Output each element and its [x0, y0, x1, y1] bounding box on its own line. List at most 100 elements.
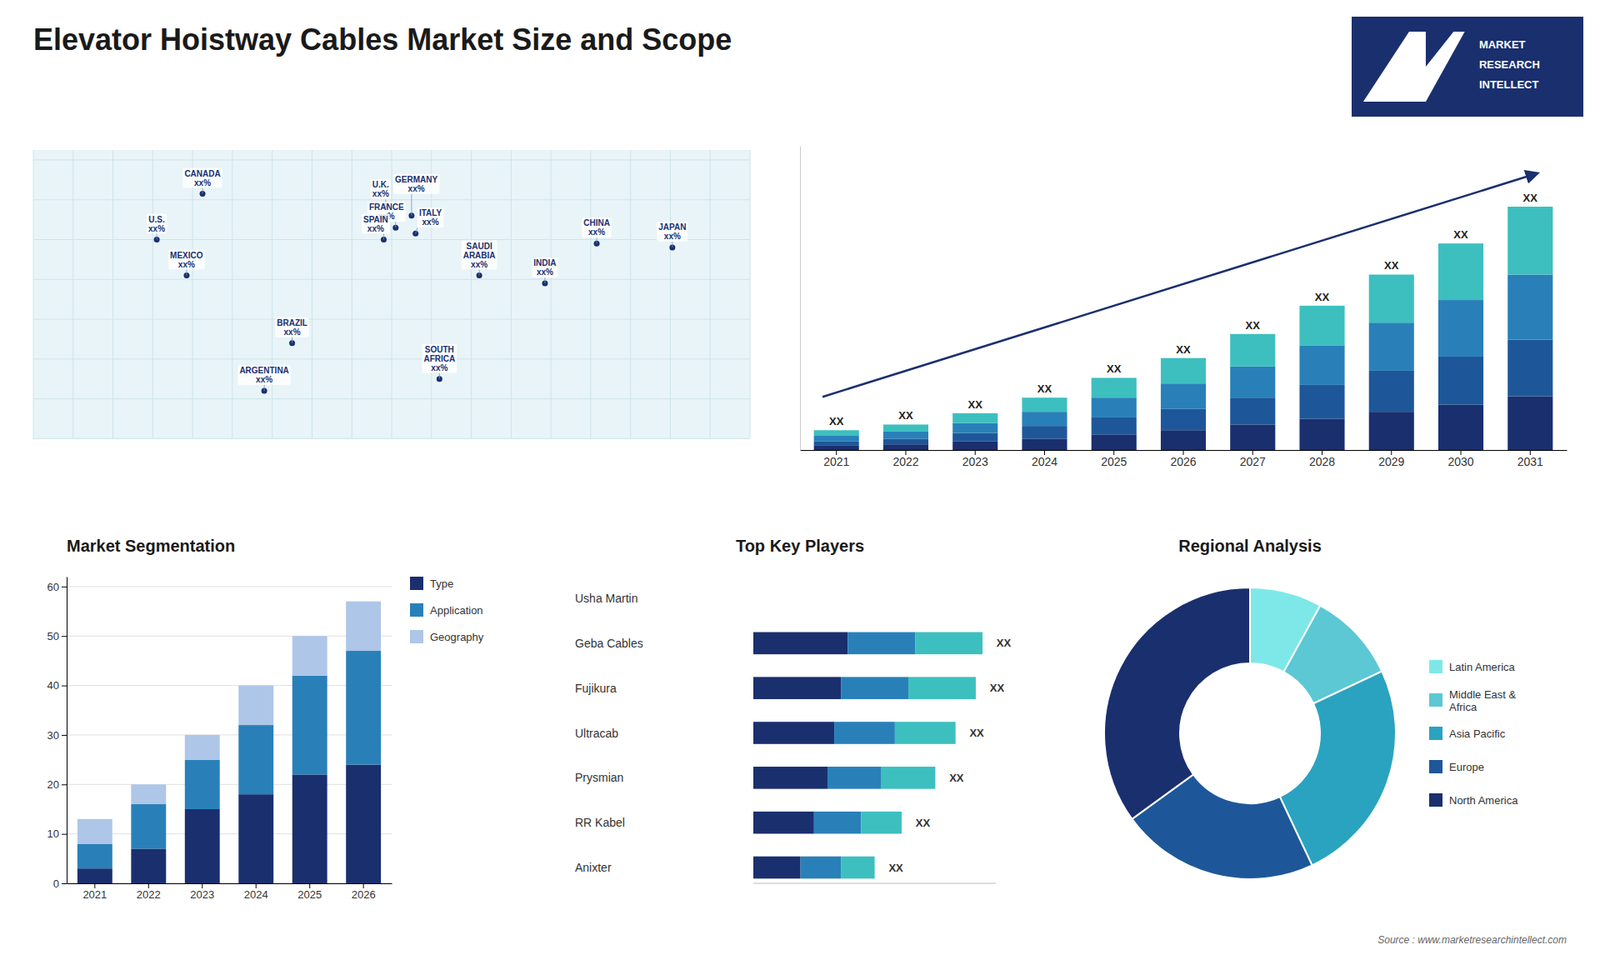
graticule-line	[351, 150, 353, 439]
legend-label: Application	[430, 604, 484, 617]
tick-label: 2021	[823, 455, 850, 469]
bar-chart: 2021202220232024202520260102030405060Mar…	[47, 536, 393, 901]
bar-segment	[1438, 300, 1484, 357]
logo-text: RESEARCH	[1479, 58, 1540, 71]
bar-segment	[1021, 425, 1067, 439]
text-line: xx%	[664, 231, 681, 241]
map-ocean	[33, 150, 750, 439]
tick: 2027	[1240, 450, 1266, 469]
tick: 30	[47, 729, 67, 742]
text-line: MEXICO	[170, 250, 204, 260]
map-label-bg	[361, 214, 390, 235]
bar-segment	[1021, 438, 1067, 450]
text-line: Europe	[1449, 760, 1485, 774]
bar-segment	[753, 587, 755, 610]
text-line: INDIA	[533, 258, 556, 268]
bar-segment	[292, 635, 328, 675]
grid-line	[66, 635, 392, 637]
bar-segment	[1507, 395, 1553, 450]
x-axis: 2021202220232024202520262027202820292030…	[800, 450, 1568, 469]
map-label-text: U.K.xx%	[372, 180, 390, 199]
bar-segment	[753, 721, 835, 745]
bar-segment	[185, 760, 220, 810]
bar-segment	[1299, 385, 1345, 420]
tick-label: 2022	[136, 888, 161, 901]
logo-shape	[1363, 31, 1465, 102]
tick: 2030	[1447, 450, 1474, 469]
bar-segment	[1230, 397, 1275, 425]
axis-line	[67, 883, 393, 885]
text-line: JAPAN	[658, 222, 686, 232]
text-line: ITALY	[419, 208, 443, 218]
map-label-text: INDIAxx%	[533, 258, 556, 277]
logo-bg	[1351, 16, 1584, 117]
map-label-text: ARGENTINAxx%	[239, 365, 289, 385]
bar-segment	[238, 725, 274, 795]
tick: 2029	[1378, 450, 1405, 469]
text-line: Africa	[1449, 700, 1478, 713]
leader-line	[291, 337, 293, 344]
leader-line	[202, 188, 204, 195]
tick: 2021	[823, 450, 850, 469]
text-line: ARGENTINA	[239, 365, 289, 375]
data-label: XX	[915, 816, 931, 830]
tick-label: 2023	[190, 888, 215, 901]
map-label-bg	[656, 221, 688, 242]
tick-label: 2024	[244, 888, 269, 901]
legend-label: North America	[1449, 794, 1519, 807]
map-label: ITALYxx%	[417, 207, 445, 228]
bar-segment	[840, 676, 909, 700]
bar-segment	[814, 811, 862, 835]
bar-segment	[1369, 370, 1415, 412]
tick-label: 2026	[1170, 455, 1196, 469]
trend-arrow	[822, 173, 1538, 397]
tick-label: 2031	[1517, 455, 1544, 469]
graticule-line	[750, 150, 751, 439]
tick: 20	[47, 778, 67, 791]
map-label: INDIAxx%	[531, 257, 558, 278]
text-line: GERMANY	[395, 175, 438, 185]
tick-label: 2022	[892, 455, 919, 469]
logo: MARKETRESEARCHINTELLECT	[1351, 16, 1584, 117]
data-label: XX	[1453, 228, 1469, 241]
tick-mark	[61, 834, 67, 835]
map-label: U.K.xx%	[370, 179, 391, 200]
map-label-bg	[531, 257, 558, 278]
legend-swatch	[1429, 660, 1443, 674]
bar-segment	[952, 441, 998, 450]
text-line: xx%	[430, 363, 448, 373]
tick-mark	[94, 883, 95, 889]
bar-segment	[952, 433, 998, 442]
bar-segment	[1507, 340, 1553, 397]
bar-segment	[1299, 419, 1345, 450]
map-label-text: ITALYxx%	[419, 208, 443, 227]
bars	[753, 632, 983, 880]
text-line: Middle East &	[1449, 687, 1517, 700]
bar-segment	[1369, 322, 1415, 371]
legend-label: Europe	[1449, 760, 1485, 774]
graticule-line	[710, 150, 711, 439]
text-line: North America	[1449, 794, 1519, 807]
graticule-line	[33, 438, 750, 440]
legend-swatch	[1429, 726, 1443, 740]
text-line: xx%	[194, 178, 211, 188]
bar-segment	[800, 856, 842, 880]
tick-label: 2023	[962, 455, 989, 469]
data-label: XX	[1523, 191, 1539, 205]
map-label-bg	[146, 214, 167, 235]
bar-segment	[814, 445, 860, 450]
text-line: xx%	[536, 267, 554, 277]
bar-segment	[130, 848, 166, 884]
bar-segment	[1438, 243, 1484, 300]
legend-label: Geography	[430, 630, 485, 644]
map-label: CHINAxx%	[581, 217, 612, 238]
logo-text: MARKET	[1479, 38, 1526, 51]
map-label: SOUTHAFRICAxx%	[421, 344, 457, 374]
legend-label: Type	[430, 577, 454, 590]
bar-segment	[952, 423, 998, 434]
tick: 2024	[244, 883, 269, 901]
text-line: CANADA	[184, 169, 220, 179]
bar-segment	[1299, 345, 1345, 385]
text-line: SOUTH	[425, 345, 455, 355]
tick-mark	[61, 635, 67, 637]
